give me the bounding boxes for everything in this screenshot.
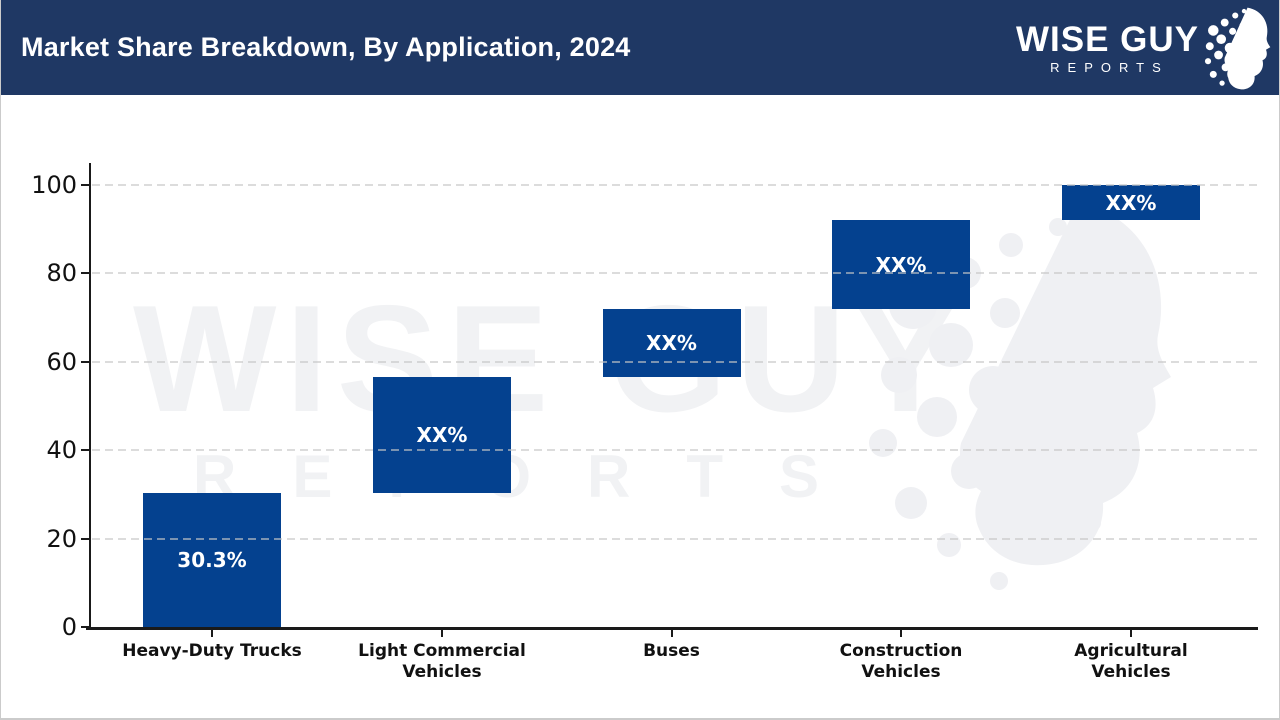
- y-axis-tick: [81, 360, 89, 363]
- x-category-label: Heavy-Duty Trucks: [122, 641, 302, 661]
- y-axis-line: [89, 163, 91, 629]
- gridline: [92, 537, 1258, 540]
- y-axis-tick: [81, 626, 89, 628]
- x-axis-tick: [211, 630, 213, 637]
- gridline: [92, 449, 1258, 452]
- x-category-label: Light Commercial Vehicles: [358, 641, 526, 683]
- y-tick-label: 100: [31, 171, 77, 199]
- x-axis-tick: [1130, 630, 1132, 637]
- bar-value-label: XX%: [875, 252, 927, 277]
- bar-value-label: XX%: [646, 331, 697, 355]
- brand-logo-line2: REPORTS: [1050, 59, 1169, 75]
- x-axis-tick: [441, 630, 443, 637]
- gridline: [92, 184, 1258, 186]
- bar-value-label: 30.3%: [177, 548, 247, 573]
- y-tick-label: 20: [46, 524, 77, 553]
- bar: [1062, 185, 1200, 221]
- y-tick-label: 40: [46, 436, 77, 465]
- y-axis-tick: [81, 272, 89, 275]
- brand-logo-text: WISE GUY REPORTS: [1016, 22, 1199, 74]
- bar: [602, 308, 741, 378]
- x-axis-tick: [900, 630, 902, 637]
- brand-logo-line1: WISE GUY: [1015, 19, 1199, 59]
- bar-value-label: XX%: [1105, 190, 1157, 215]
- bar: [832, 220, 970, 309]
- y-tick-label: 60: [46, 347, 77, 376]
- x-category-label: Construction Vehicles: [839, 641, 963, 683]
- page-title: Market Share Breakdown, By Application, …: [21, 32, 631, 62]
- brand-logo: WISE GUY REPORTS: [1016, 4, 1273, 92]
- y-axis-tick: [81, 184, 89, 186]
- header-bar: Market Share Breakdown, By Application, …: [1, 0, 1279, 95]
- y-axis-tick: [81, 449, 89, 452]
- bar: [143, 493, 281, 627]
- watermark-text-line1: WISE GUY: [133, 274, 966, 444]
- y-tick-label: 80: [46, 259, 77, 288]
- bar-value-label: XX%: [416, 423, 468, 448]
- x-category-label: Buses: [643, 641, 700, 661]
- x-axis-line: [86, 627, 1258, 630]
- gridline: [92, 272, 1258, 275]
- brand-face-icon: [1204, 7, 1271, 89]
- gridline: [92, 360, 1258, 363]
- y-axis-tick: [81, 537, 89, 540]
- x-axis-tick: [670, 630, 673, 637]
- bar: [373, 377, 511, 494]
- watermark-text-line2: REPORTS: [193, 443, 876, 510]
- y-tick-label: 0: [61, 613, 77, 641]
- x-category-label: Agricultural Vehicles: [1074, 641, 1188, 683]
